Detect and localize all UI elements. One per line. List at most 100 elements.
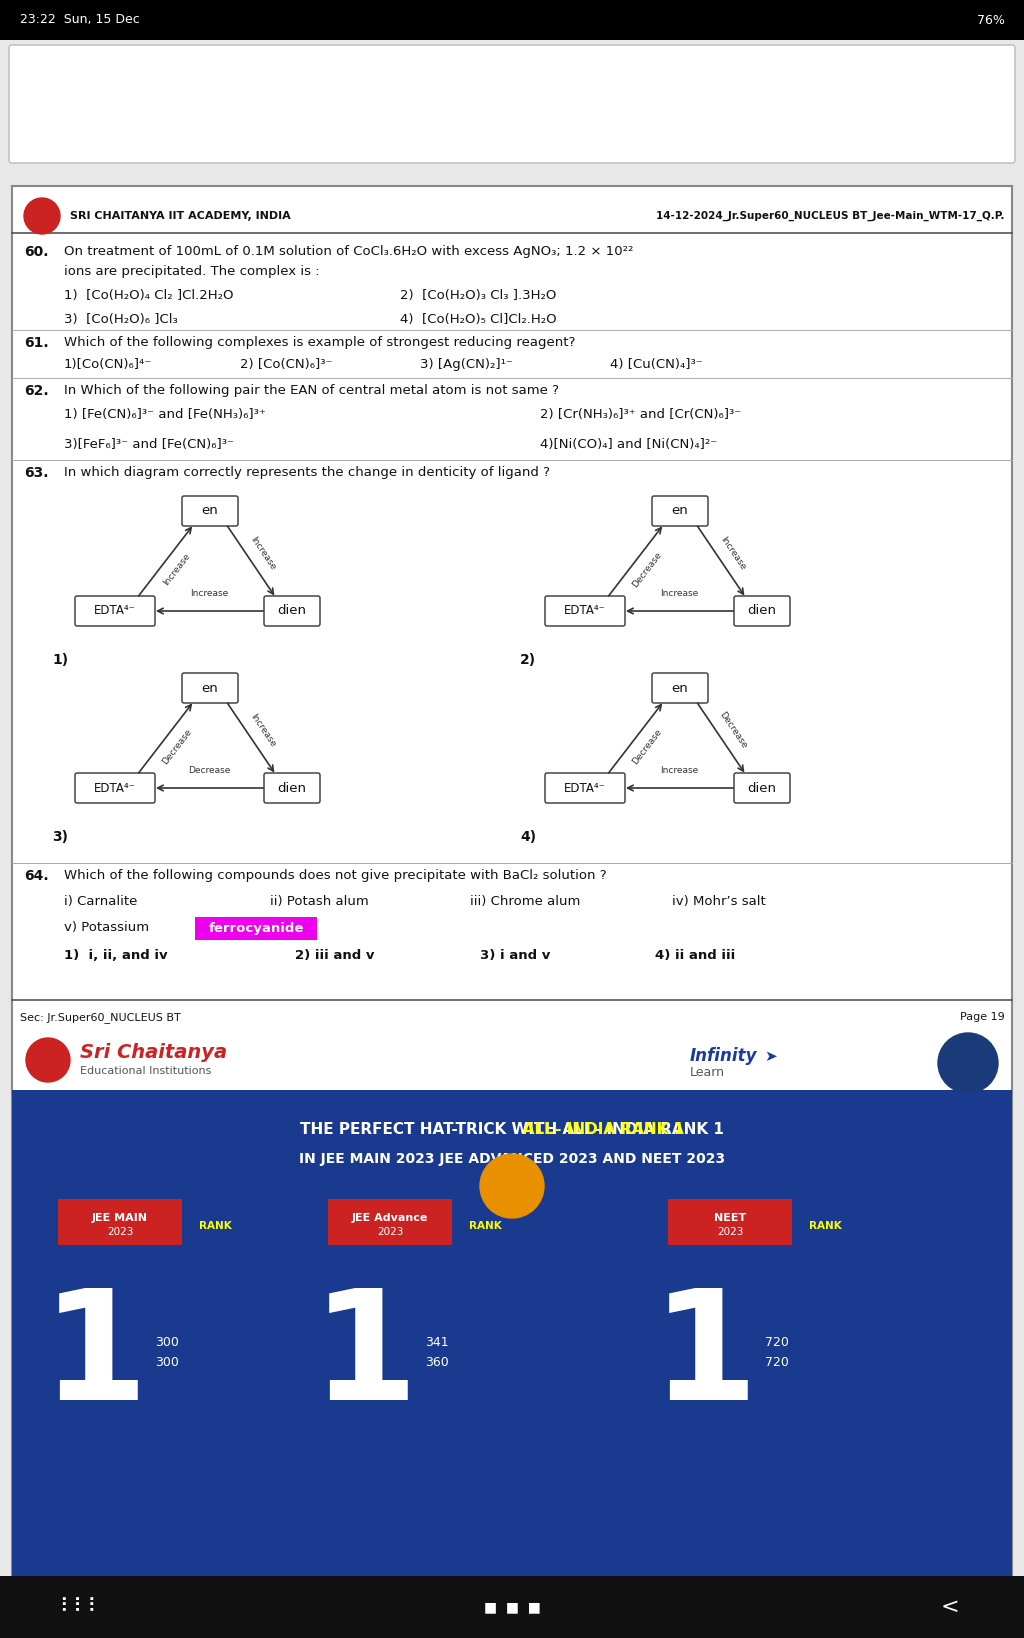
Text: SRI CHAITANYA IIT ACADEMY, INDIA: SRI CHAITANYA IIT ACADEMY, INDIA [70, 211, 291, 221]
Text: 4): 4) [520, 830, 537, 844]
FancyBboxPatch shape [734, 596, 790, 626]
Text: 1: 1 [652, 1284, 758, 1433]
Text: 3) [Ag(CN)₂]¹⁻: 3) [Ag(CN)₂]¹⁻ [420, 359, 513, 370]
FancyBboxPatch shape [734, 773, 790, 803]
FancyBboxPatch shape [75, 773, 155, 803]
Text: EDTA⁴⁻: EDTA⁴⁻ [94, 604, 136, 618]
Text: i) Carnalite: i) Carnalite [63, 894, 137, 907]
Text: ⠇⠇⠇: ⠇⠇⠇ [58, 1597, 101, 1617]
Text: en: en [672, 681, 688, 695]
Text: 1)[Co(CN)₆]⁴⁻: 1)[Co(CN)₆]⁴⁻ [63, 359, 153, 370]
Text: Increase: Increase [248, 534, 278, 572]
Text: v) Potassium: v) Potassium [63, 921, 154, 934]
Text: 2)  [Co(H₂O)₃ Cl₃ ].3H₂O: 2) [Co(H₂O)₃ Cl₃ ].3H₂O [400, 288, 556, 301]
Text: Decrease: Decrease [630, 727, 664, 767]
Text: en: en [202, 505, 218, 518]
Text: Increase: Increase [660, 590, 698, 598]
Text: 1)  [Co(H₂O)₄ Cl₂ ]Cl.2H₂O: 1) [Co(H₂O)₄ Cl₂ ]Cl.2H₂O [63, 288, 233, 301]
Text: 14-12-2024_Jr.Super60_NUCLEUS BT_Jee-Main_WTM-17_Q.P.: 14-12-2024_Jr.Super60_NUCLEUS BT_Jee-Mai… [656, 211, 1005, 221]
Text: In which diagram correctly represents the change in denticity of ligand ?: In which diagram correctly represents th… [63, 465, 550, 478]
Text: ii) Potash alum: ii) Potash alum [270, 894, 369, 907]
Text: 300: 300 [155, 1337, 179, 1350]
Text: Increase: Increase [718, 534, 748, 572]
Text: 60.: 60. [24, 246, 48, 259]
Text: RANK: RANK [809, 1220, 842, 1232]
FancyBboxPatch shape [195, 917, 317, 940]
Text: JEE MAIN: JEE MAIN [92, 1214, 148, 1224]
Text: 1: 1 [312, 1284, 418, 1433]
Text: 4)  [Co(H₂O)₅ Cl]Cl₂.H₂O: 4) [Co(H₂O)₅ Cl]Cl₂.H₂O [400, 313, 557, 326]
Text: 63.: 63. [24, 465, 48, 480]
Text: 1) [Fe(CN)₆]³⁻ and [Fe(NH₃)₆]³⁺: 1) [Fe(CN)₆]³⁻ and [Fe(NH₃)₆]³⁺ [63, 408, 266, 421]
FancyBboxPatch shape [182, 673, 238, 703]
Text: 2): 2) [520, 654, 537, 667]
Text: Educational Institutions: Educational Institutions [80, 1066, 211, 1076]
Text: 2) [Co(CN)₆]³⁻: 2) [Co(CN)₆]³⁻ [240, 359, 333, 370]
FancyBboxPatch shape [652, 496, 708, 526]
Text: 23:22  Sun, 15 Dec: 23:22 Sun, 15 Dec [20, 13, 139, 26]
Text: 19 of 23: 19 of 23 [488, 1181, 536, 1191]
Text: dien: dien [748, 604, 776, 618]
Text: Which of the following complexes is example of strongest reducing reagent?: Which of the following complexes is exam… [63, 336, 575, 349]
FancyBboxPatch shape [182, 496, 238, 526]
Text: Decrease: Decrease [160, 727, 194, 767]
Text: 61.: 61. [24, 336, 48, 351]
Circle shape [480, 1155, 544, 1219]
Text: en: en [672, 505, 688, 518]
Text: 2023: 2023 [377, 1227, 403, 1237]
Text: Decrease: Decrease [717, 711, 749, 750]
Circle shape [24, 198, 60, 234]
Text: 1: 1 [42, 1284, 148, 1433]
FancyBboxPatch shape [264, 773, 319, 803]
Text: 3) i and v: 3) i and v [480, 948, 550, 962]
Text: ➤: ➤ [764, 1048, 777, 1063]
Text: 4) ii and iii: 4) ii and iii [655, 948, 735, 962]
Text: 1): 1) [52, 654, 69, 667]
Text: dien: dien [278, 781, 306, 794]
FancyBboxPatch shape [328, 1199, 452, 1245]
Text: iii) Chrome alum: iii) Chrome alum [470, 894, 581, 907]
FancyBboxPatch shape [545, 596, 625, 626]
Text: Decrease: Decrease [630, 550, 664, 590]
Text: 3): 3) [52, 830, 68, 844]
Text: 300: 300 [155, 1356, 179, 1369]
Text: 360: 360 [425, 1356, 449, 1369]
Text: EDTA⁴⁻: EDTA⁴⁻ [94, 781, 136, 794]
FancyBboxPatch shape [0, 1576, 1024, 1638]
Text: 64.: 64. [24, 870, 48, 883]
FancyBboxPatch shape [9, 44, 1015, 164]
Circle shape [26, 1038, 70, 1083]
FancyBboxPatch shape [12, 1089, 1012, 1183]
Text: 720: 720 [765, 1356, 788, 1369]
Text: 2023: 2023 [717, 1227, 743, 1237]
Text: 341: 341 [425, 1337, 449, 1350]
Text: Increase: Increase [162, 552, 191, 588]
Text: Sec: Jr.Super60_NUCLEUS BT: Sec: Jr.Super60_NUCLEUS BT [20, 1012, 181, 1022]
Text: 2) iii and v: 2) iii and v [295, 948, 375, 962]
Text: iv) Mohr’s salt: iv) Mohr’s salt [672, 894, 766, 907]
FancyBboxPatch shape [264, 596, 319, 626]
Text: en: en [202, 681, 218, 695]
Text: ferrocyanide: ferrocyanide [208, 922, 304, 935]
Text: 76%: 76% [977, 13, 1005, 26]
Text: Increase: Increase [190, 590, 228, 598]
Text: 3)  [Co(H₂O)₆ ]Cl₃: 3) [Co(H₂O)₆ ]Cl₃ [63, 313, 178, 326]
Text: ions are precipitated. The complex is :: ions are precipitated. The complex is : [63, 265, 319, 278]
Text: In Which of the following pair the EAN of central metal atom is not same ?: In Which of the following pair the EAN o… [63, 383, 559, 396]
FancyBboxPatch shape [12, 187, 1012, 1576]
Text: 4)[Ni(CO)₄] and [Ni(CN)₄]²⁻: 4)[Ni(CO)₄] and [Ni(CN)₄]²⁻ [540, 437, 717, 450]
Text: THE PERFECT HAT-TRICK WITH ALL– INDIA RANK 1: THE PERFECT HAT-TRICK WITH ALL– INDIA RA… [300, 1122, 724, 1137]
Text: Sri Chaitanya: Sri Chaitanya [80, 1043, 227, 1063]
Text: Increase: Increase [660, 767, 698, 775]
Text: 3)[FeF₆]³⁻ and [Fe(CN)₆]³⁻: 3)[FeF₆]³⁻ and [Fe(CN)₆]³⁻ [63, 437, 234, 450]
Text: 2023: 2023 [106, 1227, 133, 1237]
Text: <: < [941, 1597, 959, 1617]
Text: dien: dien [748, 781, 776, 794]
FancyBboxPatch shape [75, 596, 155, 626]
Text: dien: dien [278, 604, 306, 618]
Text: ■  ■  ■: ■ ■ ■ [483, 1600, 541, 1613]
Text: RANK: RANK [199, 1220, 231, 1232]
Text: 1)  i, ii, and iv: 1) i, ii, and iv [63, 948, 168, 962]
Text: Decrease: Decrease [188, 767, 230, 775]
FancyBboxPatch shape [668, 1199, 792, 1245]
